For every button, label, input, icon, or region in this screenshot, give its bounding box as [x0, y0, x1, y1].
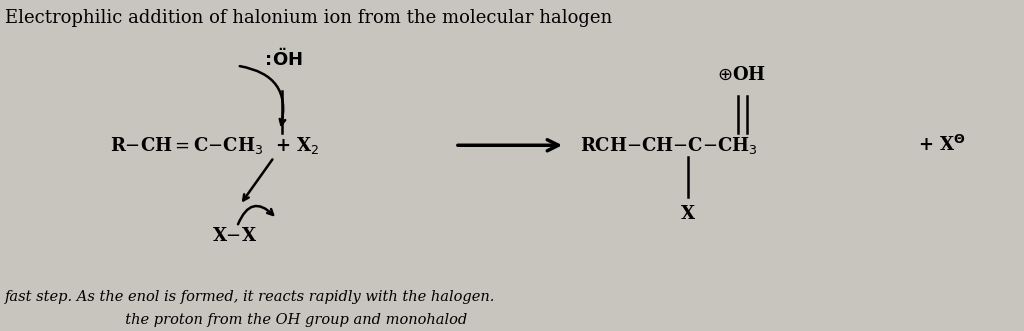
Text: X$-$X: X$-$X: [212, 227, 257, 245]
Text: R$-$CH$=$C$-$CH$_3$  + X$_2$: R$-$CH$=$C$-$CH$_3$ + X$_2$: [110, 135, 319, 156]
Text: RCH$-$CH$-$C$-$CH$_3$: RCH$-$CH$-$C$-$CH$_3$: [580, 135, 758, 156]
Text: the proton from the OH group and monohalod: the proton from the OH group and monohal…: [5, 313, 467, 327]
Text: X: X: [681, 205, 695, 223]
Text: + X$^{\mathbf{\Theta}}$: + X$^{\mathbf{\Theta}}$: [918, 135, 966, 155]
Text: $\mathbf{:\!\ddot{O}H}$: $\mathbf{:\!\ddot{O}H}$: [261, 48, 303, 70]
Text: fast step. As the enol is formed, it reacts rapidly with the halogen.: fast step. As the enol is formed, it rea…: [5, 290, 496, 304]
Text: Electrophilic addition of halonium ion from the molecular halogen: Electrophilic addition of halonium ion f…: [5, 9, 612, 27]
Text: $\oplus$OH: $\oplus$OH: [718, 66, 767, 83]
